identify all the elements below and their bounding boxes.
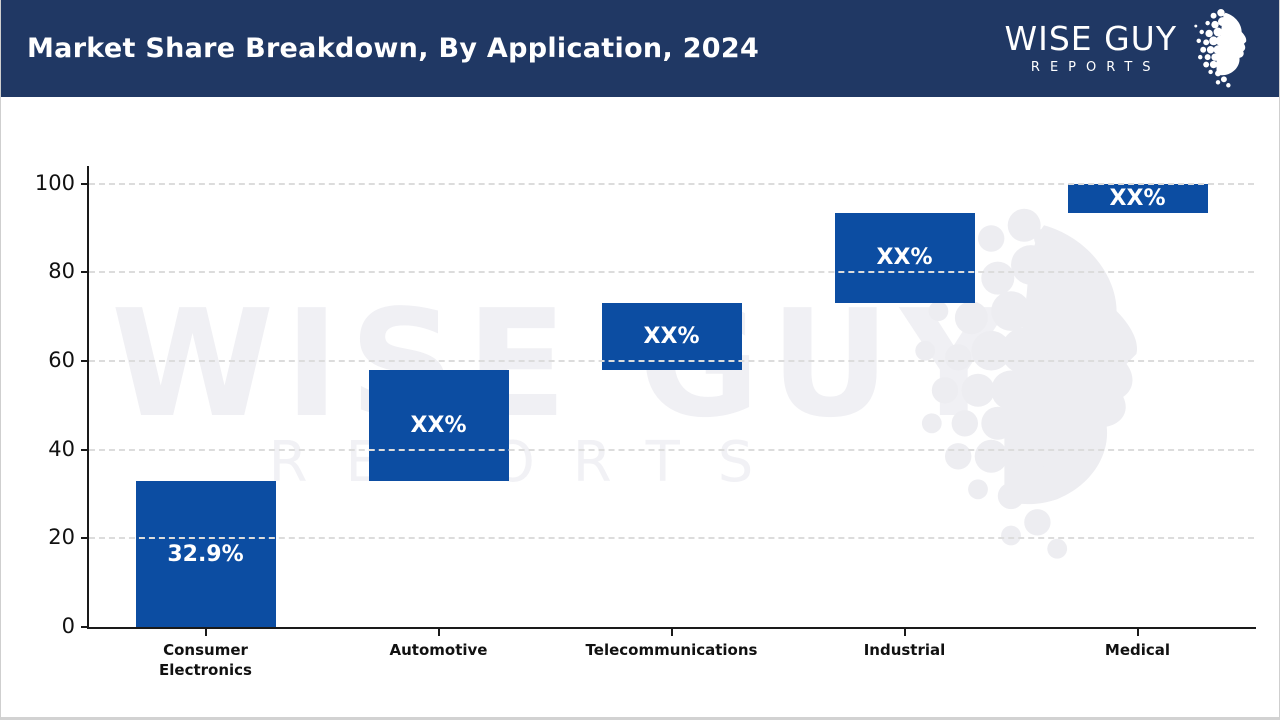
bar-automotive: XX% xyxy=(368,369,509,482)
bar-value-label: XX% xyxy=(1109,185,1166,211)
gridline-40 xyxy=(89,448,1254,451)
bar-value-label: 32.9% xyxy=(167,541,244,567)
x-axis-category-label-telecommunications: Telecommunications xyxy=(585,641,758,659)
y-axis-tick-label: 60 xyxy=(48,348,75,373)
x-axis-category-label-medical: Medical xyxy=(1104,641,1171,659)
bar-consumer-electronics: 32.9% xyxy=(135,481,276,627)
y-axis-line xyxy=(87,166,89,629)
y-axis-tick-label: 20 xyxy=(48,525,75,550)
bar-industrial: XX% xyxy=(834,212,975,303)
chart-title: Market Share Breakdown, By Application, … xyxy=(27,33,760,64)
logo-brand-name: WISE GUY xyxy=(1004,19,1177,58)
gridline-20 xyxy=(89,537,1254,540)
y-axis-tick-mark xyxy=(81,448,89,451)
x-axis-category-label-consumer-electronics: Consumer Electronics xyxy=(159,641,252,680)
logo-wordmark: WISE GUY REPORTS xyxy=(1004,22,1177,75)
x-axis-category-label-industrial: Industrial xyxy=(863,641,946,659)
watermark-subtext: REPORTS xyxy=(268,430,792,495)
bar-value-label: XX% xyxy=(643,323,700,349)
brand-logo: WISE GUY REPORTS xyxy=(1004,8,1255,90)
y-axis-tick-label: 80 xyxy=(48,259,75,284)
bar-value-label: XX% xyxy=(410,413,467,439)
header: Market Share Breakdown, By Application, … xyxy=(1,0,1279,97)
y-axis-tick-mark xyxy=(81,271,89,274)
y-axis-tick-mark xyxy=(81,537,89,540)
x-axis-tick-mark xyxy=(670,627,673,636)
x-axis-category-label-automotive: Automotive xyxy=(389,641,488,659)
bar-value-label: XX% xyxy=(876,245,933,271)
logo-brand-subtitle: REPORTS xyxy=(1030,60,1161,75)
gridline-80 xyxy=(89,271,1254,274)
y-axis-tick-mark xyxy=(81,360,89,363)
y-axis-tick-label: 40 xyxy=(48,436,75,461)
bar-medical: XX% xyxy=(1067,183,1208,213)
plot-area: 32.9% XX% XX% XX% XX% xyxy=(89,166,1254,627)
gridline-100 xyxy=(89,182,1254,185)
x-axis-tick-mark xyxy=(903,627,906,636)
y-axis-tick-label: 0 xyxy=(61,614,75,638)
bar-telecommunications: XX% xyxy=(601,302,742,370)
y-axis-tick-mark xyxy=(81,182,89,185)
watermark-text: WISE GUY xyxy=(111,278,1018,450)
gridline-60 xyxy=(89,360,1254,363)
x-axis-tick-mark xyxy=(437,627,440,636)
x-axis-tick-mark xyxy=(1136,627,1139,636)
y-axis-tick-label: 100 xyxy=(34,170,75,195)
y-axis-tick-mark xyxy=(81,626,89,628)
x-axis-tick-mark xyxy=(204,627,207,636)
